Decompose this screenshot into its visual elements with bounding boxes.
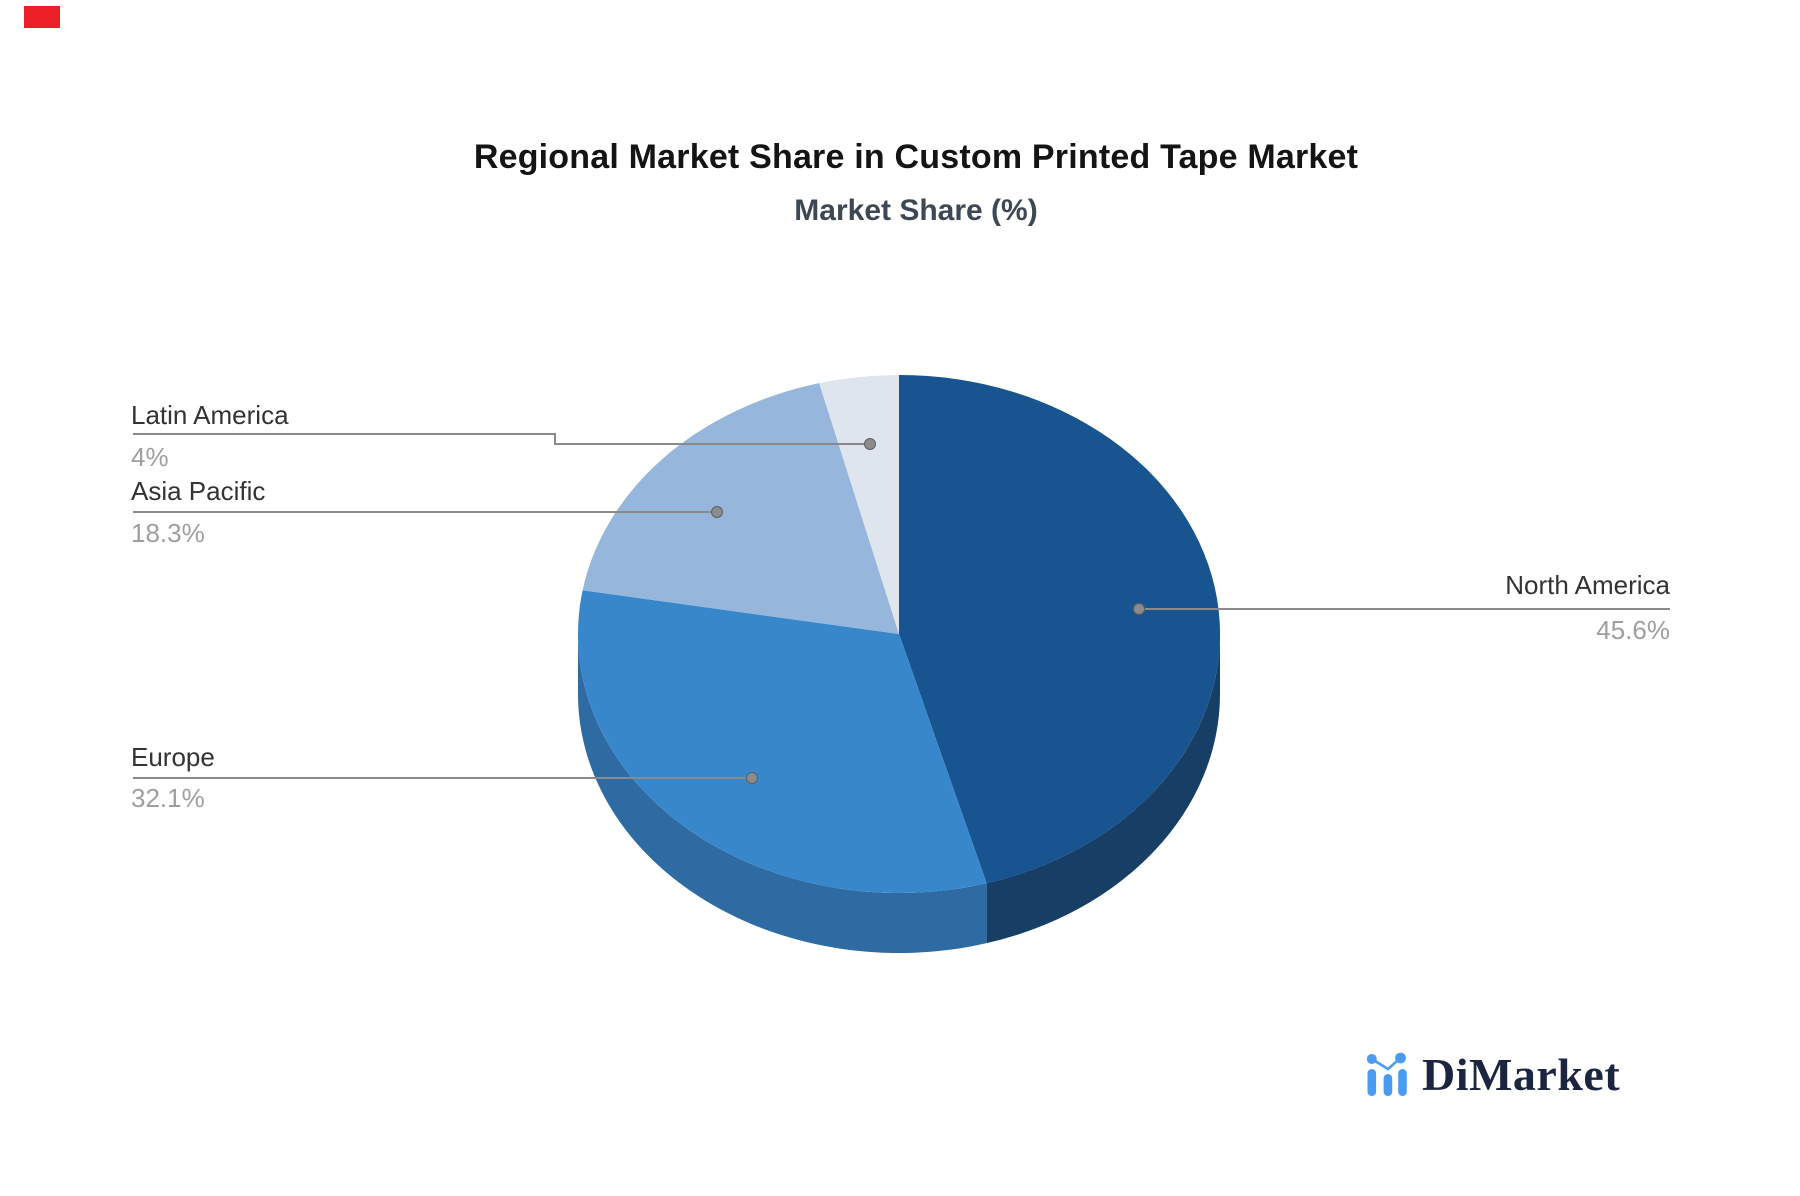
bar-chart-with-dots-icon (1366, 1052, 1407, 1096)
leader-dot-north-america (1133, 603, 1145, 615)
label-north-america: North America (1505, 570, 1670, 600)
logo-text: DiMarket (1422, 1049, 1621, 1100)
pie-slice-latin-america (819, 375, 899, 634)
value-latin-america: 4% (131, 442, 169, 472)
pie-slice-north-america (899, 375, 1221, 884)
pie-side-north-america (986, 634, 1220, 944)
dimarket-logo: DiMarket (1362, 1044, 1620, 1100)
pie-side-europe (577, 634, 987, 954)
value-north-america: 45.6% (1596, 615, 1670, 645)
value-asia-pacific: 18.3% (131, 518, 205, 548)
chart-title: Regional Market Share in Custom Printed … (473, 138, 1359, 176)
leader-dot-europe (746, 772, 758, 784)
chart-subtitle: Market Share (%) (794, 194, 1038, 227)
label-europe: Europe (131, 742, 215, 772)
pie-slice-asia-pacific (582, 383, 899, 634)
label-asia-pacific: Asia Pacific (131, 476, 266, 506)
leader-line-latin-america (133, 433, 865, 445)
red-corner-mark (24, 6, 60, 28)
label-latin-america: Latin America (131, 400, 289, 430)
pie-slice-europe (578, 590, 987, 894)
leader-dot-asia-pacific (711, 506, 723, 518)
value-europe: 32.1% (131, 783, 205, 813)
leader-dot-latin-america (864, 438, 876, 450)
